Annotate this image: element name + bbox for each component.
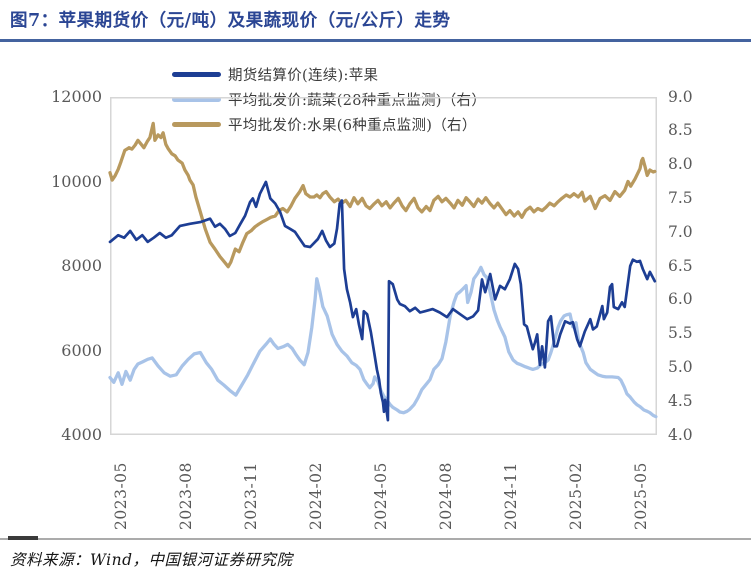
x-axis-tick: 2024-08 — [437, 462, 456, 530]
series-line-vegetable — [108, 265, 658, 419]
right-axis-tick: 8.5 — [668, 121, 693, 140]
left-axis-tick: 12000 — [51, 87, 102, 106]
right-axis-tick: 4.0 — [668, 425, 693, 444]
right-axis-tick: 9.0 — [668, 87, 693, 106]
title-divider — [0, 39, 751, 42]
legend-item-futures: 期货结算价(连续):苹果 — [172, 62, 486, 87]
right-axis-tick: 5.5 — [668, 324, 693, 343]
figure-title: 图7：苹果期货价（元/吨）及果蔬现价（元/公斤）走势 — [10, 11, 451, 31]
legend-label-futures: 期货结算价(连续):苹果 — [228, 68, 379, 84]
left-axis-tick: 4000 — [61, 425, 102, 444]
right-axis-tick: 4.5 — [668, 391, 693, 410]
x-axis-tick: 2024-02 — [307, 462, 326, 530]
footer-divider — [0, 538, 751, 540]
x-axis-tick: 2023-08 — [176, 462, 195, 530]
x-axis-tick: 2025-05 — [632, 462, 651, 530]
source-note: 资料来源：Wind，中国银河证券研究院 — [10, 551, 293, 569]
x-axis-tick: 2024-11 — [501, 462, 520, 530]
plot-border — [110, 97, 657, 435]
line-chart-svg — [108, 97, 658, 435]
legend-label-fruit: 平均批发价:水果(6种重点监测)（右） — [228, 118, 477, 134]
footer-divider-accent — [8, 536, 38, 540]
series-line-futures — [108, 180, 657, 422]
right-axis-tick: 5.0 — [668, 357, 693, 376]
x-axis-tick: 2025-02 — [566, 462, 585, 530]
right-axis-tick: 8.0 — [668, 155, 693, 174]
right-axis-tick: 7.0 — [668, 222, 693, 241]
right-axis-tick: 6.5 — [668, 256, 693, 275]
x-axis-tick: 2024-05 — [372, 462, 391, 530]
left-axis-tick: 6000 — [61, 340, 102, 360]
legend-item-fruit: 平均批发价:水果(6种重点监测)（右） — [172, 112, 486, 137]
vegetable-line-swatch — [172, 97, 221, 102]
left-axis-tick: 10000 — [51, 171, 102, 191]
series-line-fruit — [108, 121, 657, 269]
right-axis-tick: 6.0 — [668, 290, 693, 309]
x-axis-tick: 2023-11 — [242, 462, 261, 530]
fruit-line-swatch — [172, 122, 221, 127]
plot-area — [108, 97, 658, 435]
futures-line-swatch — [172, 72, 221, 77]
left-axis-tick: 8000 — [61, 256, 102, 275]
x-axis-tick: 2023-05 — [111, 462, 130, 530]
right-axis-tick: 7.5 — [668, 188, 693, 207]
